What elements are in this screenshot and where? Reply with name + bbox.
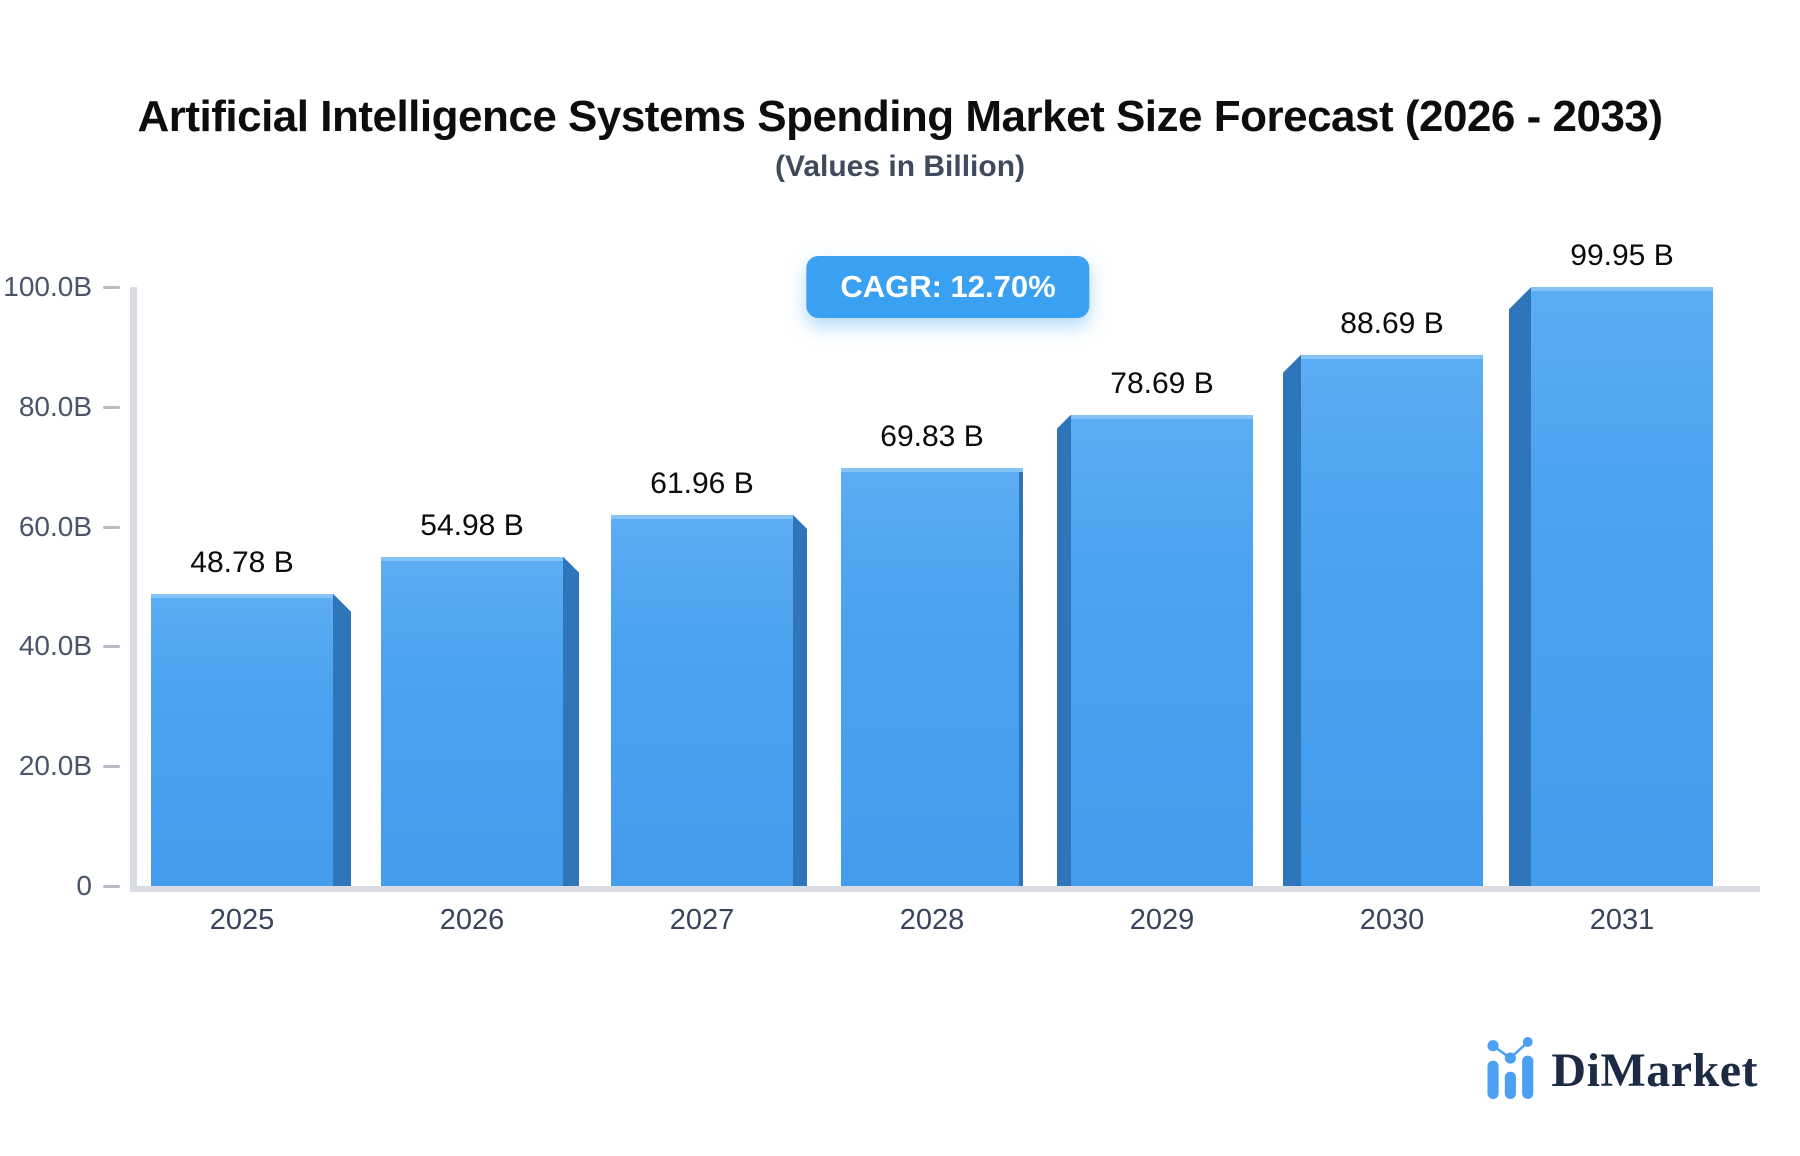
bar-face	[1531, 287, 1713, 886]
x-axis-line	[130, 886, 1760, 892]
bar-2027	[611, 514, 807, 886]
y-tick-mark	[103, 286, 120, 289]
bar-value-label: 69.83 B	[880, 419, 984, 453]
bar-2030	[1283, 354, 1483, 886]
bar-value-label: 88.69 B	[1340, 306, 1444, 340]
y-tick-label: 60.0B	[18, 510, 92, 542]
bar-side	[333, 593, 351, 886]
bar-face	[841, 467, 1023, 886]
x-tick-label: 2026	[439, 904, 505, 936]
bar-face	[1071, 414, 1253, 886]
y-tick-mark	[103, 765, 120, 769]
bar-value-label: 78.69 B	[1110, 366, 1214, 400]
y-tick-label: 0	[76, 870, 92, 901]
bar-face	[151, 593, 333, 886]
y-tick-label: 40.0B	[18, 630, 92, 662]
bar-value-label: 61.96 B	[650, 466, 754, 500]
x-tick-label: 2027	[669, 904, 735, 936]
bar-side	[1057, 414, 1071, 886]
y-tick-label: 80.0B	[18, 390, 92, 422]
y-tick-mark	[103, 405, 120, 409]
logo-text: DiMarket	[1551, 1044, 1758, 1097]
chart-title: Artificial Intelligence Systems Spending…	[137, 92, 1663, 141]
bar-value-label: 99.95 B	[1570, 239, 1674, 273]
bar-face	[381, 556, 563, 886]
bar-value-label: 48.78 B	[190, 545, 294, 579]
cagr-badge: CAGR: 12.70%	[806, 256, 1090, 318]
bar-2025	[151, 593, 351, 886]
x-tick-label: 2031	[1589, 904, 1655, 936]
bar-face	[611, 514, 793, 886]
y-tick-mark	[103, 525, 120, 529]
y-tick-label: 100.0B	[3, 271, 92, 302]
chart-subtitle: (Values in Billion)	[774, 150, 1026, 183]
bar-2026	[381, 556, 579, 886]
x-tick-label: 2028	[899, 904, 965, 936]
bar-side	[563, 556, 579, 886]
y-axis-line	[130, 287, 137, 886]
brand-logo: DiMarket	[1485, 1037, 1758, 1104]
bar-side	[1283, 354, 1301, 886]
bar-2031	[1509, 287, 1713, 886]
bar-2029	[1057, 414, 1253, 886]
y-tick-mark	[103, 645, 120, 649]
y-tick-label: 20.0B	[18, 750, 92, 782]
x-tick-label: 2025	[209, 904, 275, 936]
y-tick-mark	[103, 885, 120, 888]
logo-chart-icon	[1485, 1037, 1537, 1104]
x-tick-label: 2029	[1129, 904, 1195, 936]
bar-face	[1301, 354, 1483, 886]
bar-value-label: 54.98 B	[420, 508, 524, 542]
x-tick-label: 2030	[1359, 904, 1425, 936]
bar-side	[1509, 287, 1531, 886]
bar-2028	[841, 467, 1023, 886]
bar-side	[793, 514, 807, 886]
